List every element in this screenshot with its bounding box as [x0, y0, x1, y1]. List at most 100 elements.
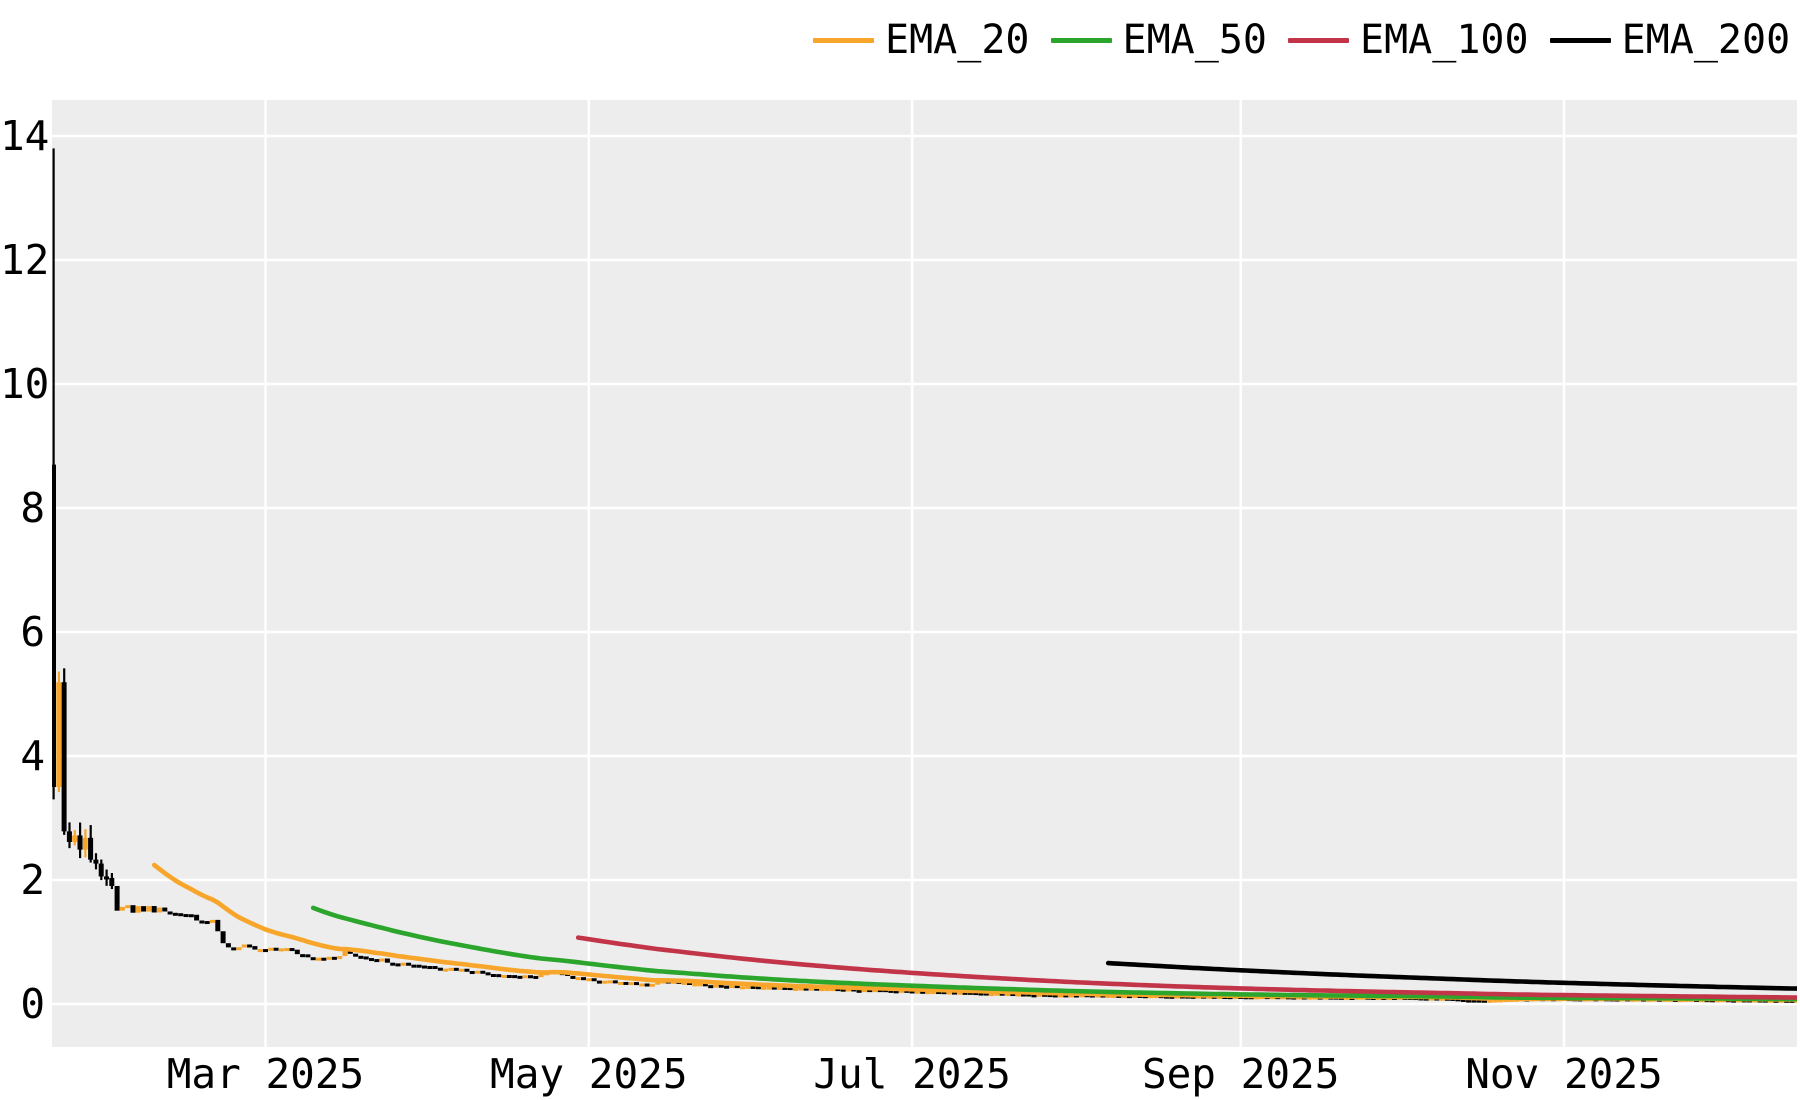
candle-body: [485, 972, 491, 976]
candle-body: [289, 948, 295, 952]
candle-body: [114, 885, 120, 911]
y-tick-label: 8: [20, 484, 45, 532]
candle-body: [586, 978, 592, 982]
candle-body: [787, 987, 793, 991]
candle-body: [946, 991, 952, 995]
candle-body: [130, 905, 136, 913]
candle-body: [310, 957, 316, 961]
candle-body: [877, 989, 883, 993]
candle-body: [125, 905, 131, 909]
y-tick-label: 0: [20, 980, 45, 1028]
candle-body: [941, 991, 947, 995]
candle-body: [692, 983, 698, 987]
candle-body: [61, 682, 67, 832]
candle-body: [1460, 998, 1466, 1002]
ema-line-50: [310, 905, 1797, 1002]
candle-body: [538, 974, 544, 978]
candle-body: [1063, 994, 1069, 998]
candle-body: [82, 837, 88, 850]
candle-body: [210, 919, 215, 923]
candle-body: [1058, 994, 1063, 998]
price-chart-svg: [52, 100, 1797, 1047]
candle-body: [920, 990, 926, 994]
candle-body: [321, 957, 327, 961]
candle-body: [247, 944, 253, 948]
candle-body: [846, 988, 851, 992]
candle-body: [400, 962, 406, 966]
candle-body: [978, 992, 984, 996]
candle-body: [1487, 999, 1493, 1003]
candle-body: [178, 913, 184, 917]
candle-body: [872, 989, 878, 993]
candle-body: [777, 986, 783, 990]
candle-body: [395, 963, 401, 967]
legend: EMA_20 EMA_50 EMA_100 EMA_200: [813, 14, 1790, 66]
candle-body: [278, 948, 284, 952]
candle-body: [77, 835, 83, 850]
candle-body: [448, 967, 454, 971]
candle-body: [771, 986, 777, 990]
legend-swatch-ema50-line: [1050, 37, 1112, 43]
candle-body: [830, 988, 836, 992]
candle-body: [337, 956, 343, 960]
candle-body: [257, 949, 263, 953]
legend-swatch-ema20-line: [813, 37, 874, 43]
candle-body: [782, 986, 788, 990]
candle-body: [273, 947, 279, 951]
candle-body: [808, 987, 814, 991]
candle-body: [369, 958, 374, 962]
candle-body: [936, 991, 942, 995]
candle-body: [363, 956, 369, 960]
candle-body: [119, 906, 125, 911]
candle-body: [628, 982, 634, 986]
candle-body: [724, 985, 730, 989]
candle-body: [490, 973, 496, 977]
candle-body: [146, 906, 152, 912]
candle-body: [1068, 994, 1074, 998]
candle-body: [496, 974, 502, 978]
candle-body: [930, 991, 936, 995]
candle-body: [162, 907, 168, 912]
candle-body: [194, 914, 200, 921]
y-tick-label: 6: [20, 608, 45, 656]
candle-body: [989, 993, 995, 997]
candle-body: [681, 981, 687, 985]
candle-body: [634, 982, 639, 986]
candle-body: [1476, 999, 1482, 1003]
candle-body: [893, 990, 899, 994]
candle-body: [326, 956, 332, 960]
candle-body: [384, 958, 390, 963]
candle-body: [52, 464, 56, 787]
candle-body: [708, 985, 714, 989]
candle-body: [824, 988, 830, 992]
y-tick-label: 14: [0, 112, 50, 160]
candle-body: [591, 978, 597, 982]
candle-body: [655, 981, 661, 985]
candle-body: [861, 989, 867, 993]
candle-body: [167, 911, 173, 915]
candle-body: [1015, 993, 1021, 997]
candle-body: [294, 949, 300, 955]
candle-body: [268, 947, 274, 951]
candle-body: [432, 966, 438, 970]
candle-body: [1455, 998, 1461, 1002]
candle-body: [623, 981, 629, 985]
candle-body: [141, 906, 147, 912]
candle-body: [72, 835, 78, 842]
candle-body: [729, 985, 735, 989]
candle-body: [109, 877, 115, 886]
candle-body: [740, 986, 745, 990]
candle-body: [994, 992, 1000, 996]
candle-body: [406, 962, 412, 966]
candle-body: [1005, 993, 1010, 997]
candle-body: [358, 955, 364, 959]
candle-body: [745, 985, 751, 989]
candle-body: [522, 975, 528, 979]
candle-body: [639, 983, 645, 987]
candle-body: [718, 984, 724, 988]
ema-line-100: [575, 935, 1797, 1000]
candle-body: [204, 921, 210, 925]
x-tick-label: Mar 2025: [166, 1050, 365, 1098]
candle-body: [888, 989, 894, 993]
candle-body: [766, 986, 772, 990]
